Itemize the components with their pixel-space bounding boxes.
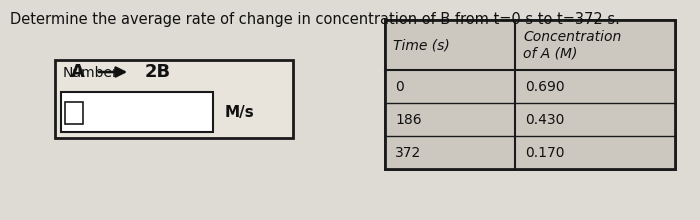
Bar [65,102,83,124]
Text: 0: 0 [395,79,404,94]
Text: A: A [71,63,85,81]
Text: 2B: 2B [145,63,171,81]
Text: Concentration
of A (M): Concentration of A (M) [523,30,622,60]
Bar [385,20,675,169]
Text: M/s: M/s [225,104,255,119]
Bar [385,103,675,136]
Bar [385,20,675,70]
Text: Number: Number [63,66,119,80]
Bar [385,136,675,169]
Bar [61,92,213,132]
Text: 0.430: 0.430 [525,112,564,126]
Text: 186: 186 [395,112,421,126]
Text: 372: 372 [395,145,421,160]
Text: 0.690: 0.690 [525,79,565,94]
Bar [55,60,293,138]
Text: 0.170: 0.170 [525,145,564,160]
Bar [385,70,675,103]
Text: Determine the average rate of change in concentration of B from t=0 s to t=372 s: Determine the average rate of change in … [10,12,620,27]
Text: Time (s): Time (s) [393,38,449,52]
Bar [385,20,675,169]
